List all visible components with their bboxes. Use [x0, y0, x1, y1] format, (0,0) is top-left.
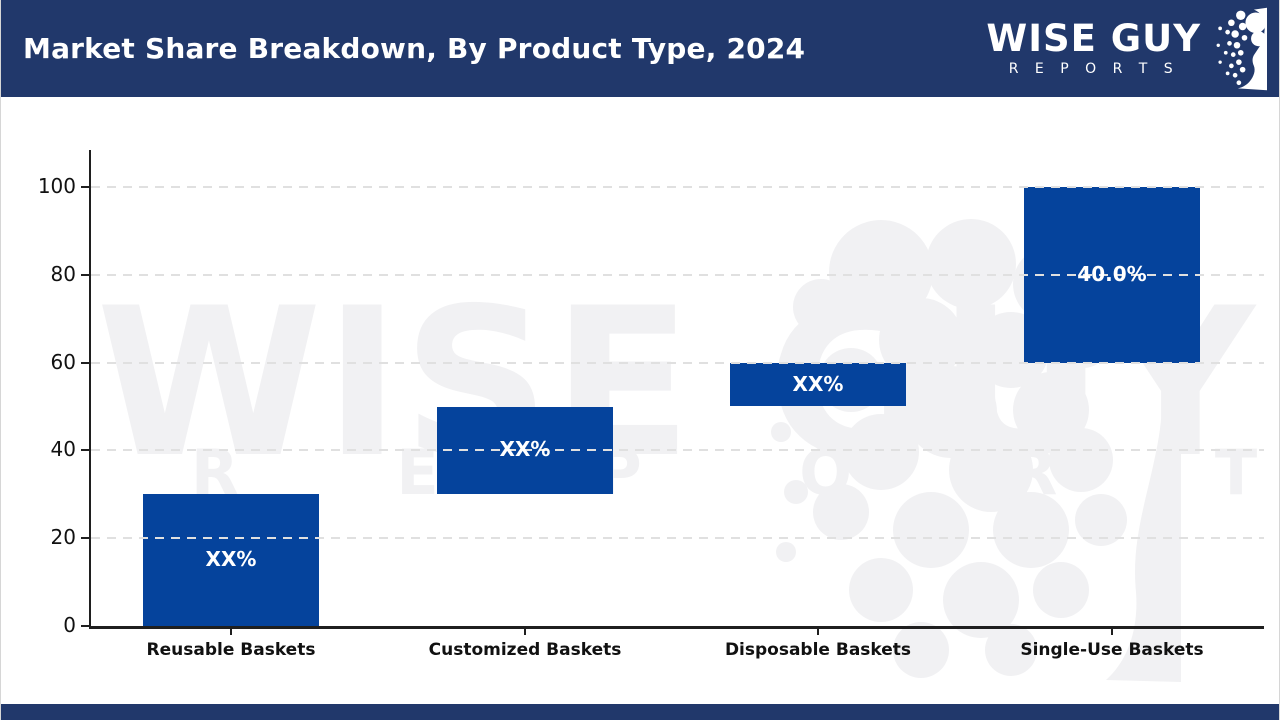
bar	[730, 362, 906, 407]
footer-band	[1, 704, 1279, 720]
y-tick-mark	[81, 537, 89, 540]
y-tick-label: 20	[50, 525, 76, 550]
grid-line	[91, 273, 1264, 276]
grid-line	[91, 361, 1264, 364]
grid-line	[91, 449, 1264, 452]
y-tick-label: 60	[50, 349, 76, 374]
y-tick-label: 0	[63, 613, 76, 637]
x-category-label: Single-Use Baskets	[1020, 640, 1204, 660]
y-tick-label: 40	[50, 437, 76, 462]
bar-label: XX%	[792, 371, 844, 396]
y-tick-label: 80	[50, 261, 76, 286]
x-category-label: Disposable Baskets	[724, 640, 912, 660]
grid-line	[91, 537, 1264, 540]
x-axis-baseline	[89, 626, 1264, 629]
brand-logo: WISE GUY R E P O R T S	[986, 0, 1267, 97]
x-tick-mark	[524, 629, 526, 635]
header-band: Market Share Breakdown, By Product Type,…	[1, 0, 1279, 97]
x-category-label: Customized Baskets	[428, 640, 622, 660]
y-axis-spine	[89, 150, 91, 628]
y-tick-label: 100	[37, 174, 76, 198]
chart-area: WISE GUY R E P O R T S 020406080100XX%Re…	[1, 97, 1279, 704]
bar-label: 40.0%	[1077, 261, 1147, 286]
y-tick-mark	[81, 361, 89, 364]
y-tick-mark	[81, 273, 89, 276]
bar-label: XX%	[205, 547, 257, 572]
brand-logo-text: WISE GUY R E P O R T S	[986, 20, 1201, 77]
brand-logo-primary: WISE GUY	[986, 17, 1201, 60]
page-title: Market Share Breakdown, By Product Type,…	[23, 32, 806, 65]
grid-line	[91, 186, 1264, 188]
brand-face-icon	[1216, 7, 1267, 90]
y-tick-mark	[81, 186, 89, 188]
x-tick-mark	[230, 629, 232, 635]
y-tick-mark	[81, 449, 89, 452]
y-tick-mark	[81, 625, 89, 627]
brand-logo-secondary: R E P O R T S	[1008, 61, 1179, 77]
x-tick-mark	[1111, 629, 1113, 635]
bar-label: XX%	[499, 437, 551, 462]
bar	[143, 494, 319, 626]
x-category-label: Reusable Baskets	[146, 640, 316, 660]
x-tick-mark	[817, 629, 819, 635]
